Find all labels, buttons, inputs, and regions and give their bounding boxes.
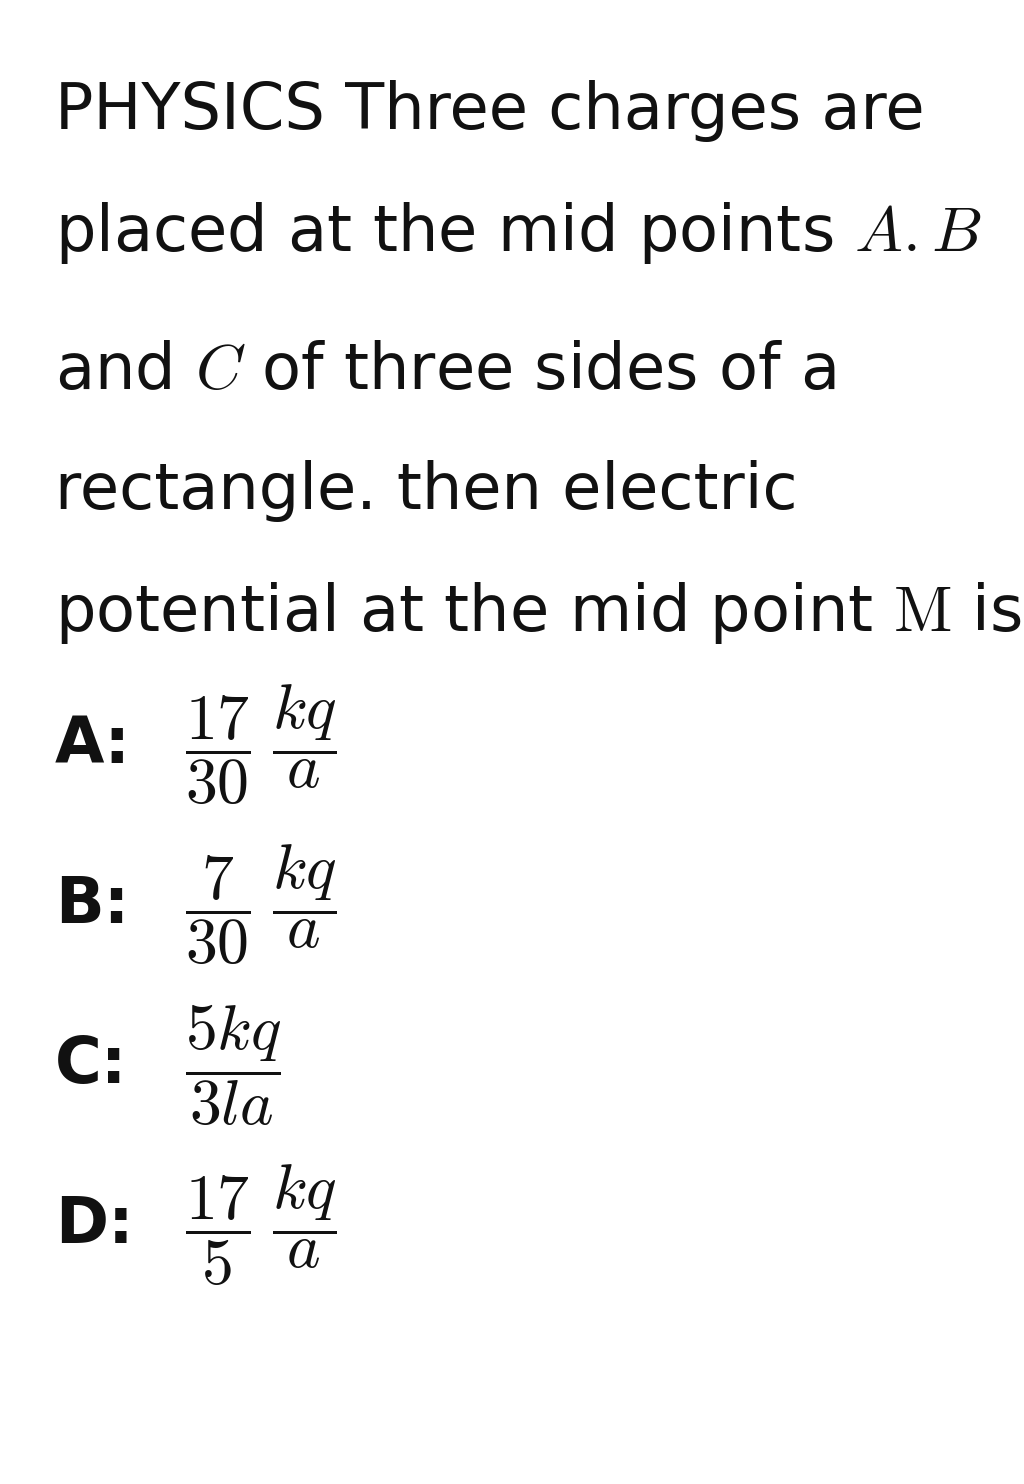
Text: A:: A: [55,714,131,776]
Text: $\dfrac{5kq}{3la}$: $\dfrac{5kq}{3la}$ [185,1002,282,1128]
Text: B:: B: [55,874,129,936]
Text: $\dfrac{17}{30}\;\dfrac{kq}{a}$: $\dfrac{17}{30}\;\dfrac{kq}{a}$ [185,683,337,807]
Text: rectangle. then electric: rectangle. then electric [55,460,798,522]
Text: D:: D: [55,1195,133,1255]
Text: C:: C: [55,1034,127,1097]
Text: placed at the mid points $\mathit{A}.\mathit{B}$: placed at the mid points $\mathit{A}.\ma… [55,200,982,266]
Text: PHYSICS Three charges are: PHYSICS Three charges are [55,80,925,142]
Text: $\dfrac{17}{5}\;\dfrac{kq}{a}$: $\dfrac{17}{5}\;\dfrac{kq}{a}$ [185,1162,337,1288]
Text: $\dfrac{7}{30}\;\dfrac{kq}{a}$: $\dfrac{7}{30}\;\dfrac{kq}{a}$ [185,843,337,968]
Text: and $\mathit{C}$ of three sides of a: and $\mathit{C}$ of three sides of a [55,340,836,402]
Text: potential at the mid point $\mathrm{M}$ is -: potential at the mid point $\mathrm{M}$ … [55,580,1024,646]
